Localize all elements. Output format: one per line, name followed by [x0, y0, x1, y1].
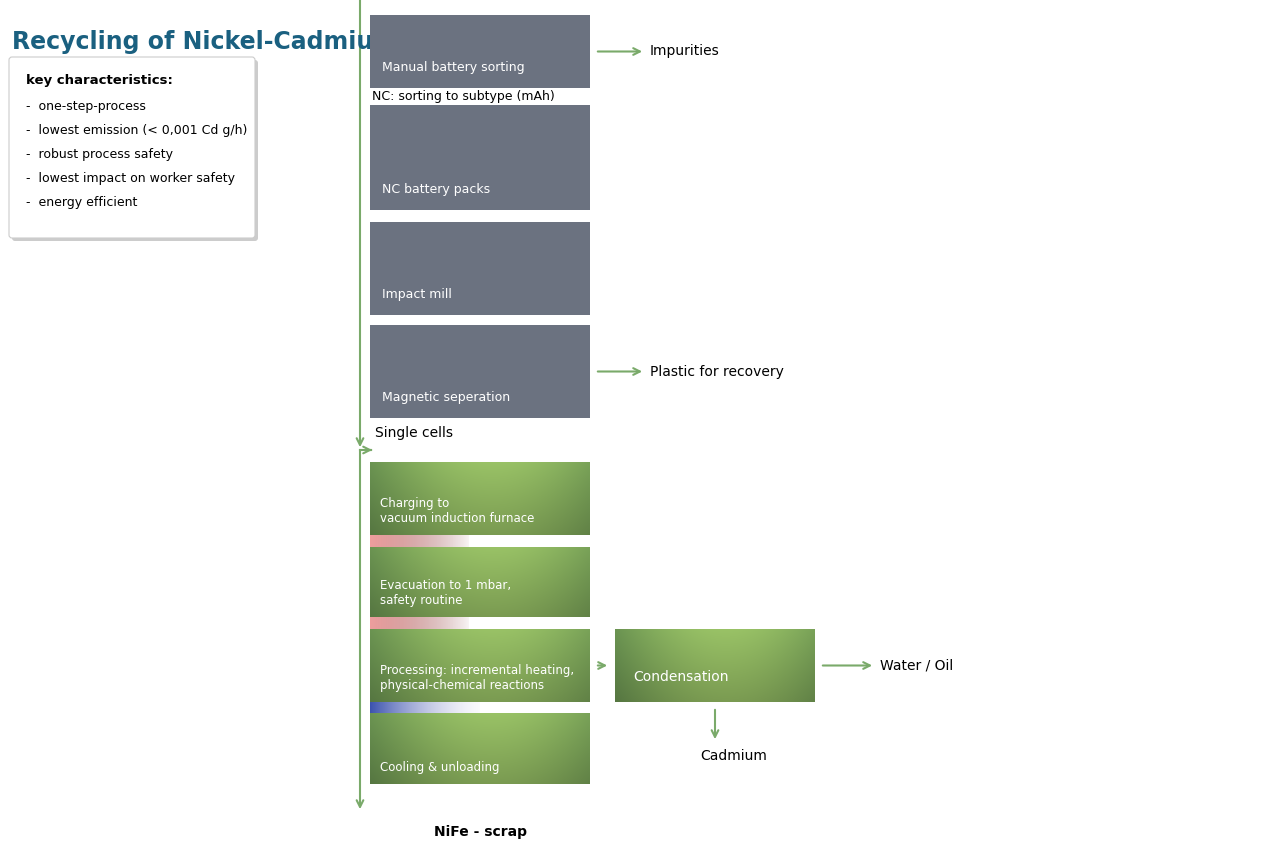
- Text: Manual battery sorting: Manual battery sorting: [381, 61, 525, 74]
- Bar: [370, 325, 590, 418]
- Text: Condensation: Condensation: [634, 670, 728, 684]
- Text: Cooling & unloading: Cooling & unloading: [380, 761, 499, 774]
- Text: key characteristics:: key characteristics:: [26, 74, 173, 87]
- Bar: [370, 105, 590, 210]
- Text: Water / Oil: Water / Oil: [881, 658, 954, 672]
- Text: -  one-step-process: - one-step-process: [26, 100, 146, 113]
- Text: Cadmium: Cadmium: [700, 749, 767, 763]
- Text: -  robust process safety: - robust process safety: [26, 148, 173, 161]
- Text: -  energy efficient: - energy efficient: [26, 196, 137, 209]
- Text: Impact mill: Impact mill: [381, 288, 452, 301]
- Text: Plastic for recovery: Plastic for recovery: [650, 364, 783, 379]
- Text: NC battery packs: NC battery packs: [381, 183, 490, 196]
- Text: Processing: incremental heating,
physical-chemical reactions: Processing: incremental heating, physica…: [380, 664, 575, 692]
- FancyBboxPatch shape: [9, 57, 255, 238]
- Text: Single cells: Single cells: [375, 426, 453, 440]
- Text: Single cells: Single cells: [370, 30, 448, 44]
- Text: -  lowest impact on worker safety: - lowest impact on worker safety: [26, 172, 236, 185]
- Text: Evacuation to 1 mbar,
safety routine: Evacuation to 1 mbar, safety routine: [380, 579, 511, 607]
- Text: Charging to
vacuum induction furnace: Charging to vacuum induction furnace: [380, 497, 534, 525]
- Text: -  lowest emission (< 0,001 Cd g/h): - lowest emission (< 0,001 Cd g/h): [26, 124, 247, 137]
- Text: Magnetic seperation: Magnetic seperation: [381, 391, 511, 404]
- FancyBboxPatch shape: [12, 60, 259, 241]
- Text: Impurities: Impurities: [650, 45, 719, 59]
- Bar: [370, 15, 590, 88]
- Bar: [370, 222, 590, 315]
- Text: NiFe - scrap: NiFe - scrap: [434, 825, 526, 839]
- Text: NC: sorting to subtype (mAh): NC: sorting to subtype (mAh): [372, 90, 554, 103]
- Text: Recycling of Nickel-Cadmium Batteries: Recycling of Nickel-Cadmium Batteries: [12, 30, 529, 54]
